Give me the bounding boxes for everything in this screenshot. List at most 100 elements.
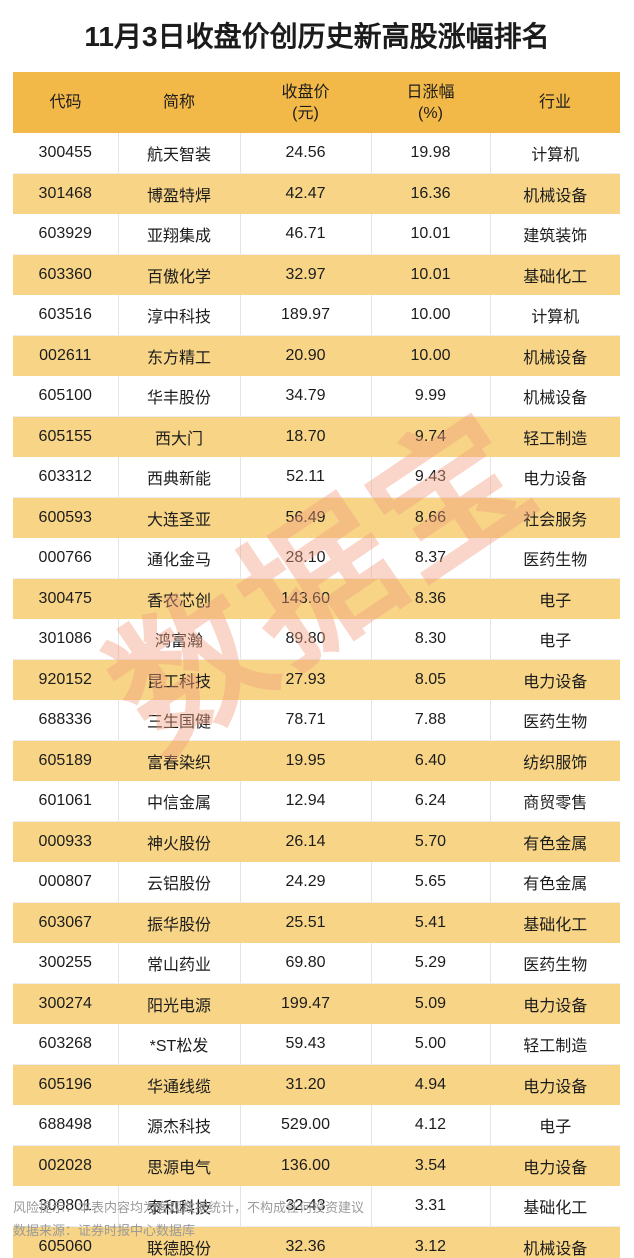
- table-row: 002028 思源电气 136.00 3.54 电力设备: [13, 1145, 620, 1186]
- cell-price: 136.00: [240, 1145, 372, 1186]
- cell-price: 59.43: [240, 1024, 372, 1065]
- cell-change: 16.36: [371, 173, 491, 214]
- cell-industry: 医药生物: [490, 538, 620, 579]
- cell-price: 199.47: [240, 983, 372, 1024]
- cell-change: 9.99: [371, 376, 491, 417]
- table-row: 301468 博盈特焊 42.47 16.36 机械设备: [13, 173, 620, 214]
- cell-change: 3.12: [371, 1226, 491, 1258]
- cell-code: 920152: [13, 659, 119, 700]
- cell-industry: 医药生物: [490, 943, 620, 984]
- cell-price: 52.11: [240, 457, 372, 498]
- table-row: 603929 亚翔集成 46.71 10.01 建筑装饰: [13, 214, 620, 255]
- cell-change: 6.24: [371, 781, 491, 822]
- cell-code: 301086: [13, 619, 119, 660]
- cell-industry: 社会服务: [490, 497, 620, 538]
- cell-industry: 机械设备: [490, 1226, 620, 1258]
- cell-name: 鸿富瀚: [118, 619, 241, 660]
- cell-industry: 机械设备: [490, 335, 620, 376]
- cell-price: 32.97: [240, 254, 372, 295]
- cell-name: 西典新能: [118, 457, 241, 498]
- cell-price: 26.14: [240, 821, 372, 862]
- cell-price: 31.20: [240, 1064, 372, 1105]
- cell-name: 源杰科技: [118, 1105, 241, 1146]
- table-row: 000807 云铝股份 24.29 5.65 有色金属: [13, 862, 620, 903]
- cell-industry: 电子: [490, 619, 620, 660]
- cell-code: 002028: [13, 1145, 119, 1186]
- cell-price: 32.36: [240, 1226, 372, 1258]
- cell-code: 603312: [13, 457, 119, 498]
- cell-industry: 医药生物: [490, 700, 620, 741]
- cell-industry: 商贸零售: [490, 781, 620, 822]
- table-row: 603067 振华股份 25.51 5.41 基础化工: [13, 902, 620, 943]
- cell-price: 18.70: [240, 416, 372, 457]
- cell-industry: 电力设备: [490, 457, 620, 498]
- cell-price: 46.71: [240, 214, 372, 255]
- footer-data-source: 数据来源：证券时报中心数据库: [13, 1223, 196, 1238]
- cell-name: 大连圣亚: [118, 497, 241, 538]
- table-row: 605189 富春染织 19.95 6.40 纺织服饰: [13, 740, 620, 781]
- cell-name: 泰和科技: [118, 1186, 241, 1227]
- table-row: 603268 *ST松发 59.43 5.00 轻工制造: [13, 1024, 620, 1065]
- table-header-row: 代码 简称 收盘价 (元) 日涨幅 (%) 行业: [13, 72, 620, 133]
- cell-industry: 电力设备: [490, 1145, 620, 1186]
- cell-price: 89.80: [240, 619, 372, 660]
- table-row: 688336 三生国健 78.71 7.88 医药生物: [13, 700, 620, 741]
- footer: 风险提示：本表内容均为客观数据统计，不构成任何投资建议 数据来源：证券时报中心数…: [13, 1196, 623, 1242]
- cell-code: 605196: [13, 1064, 119, 1105]
- cell-price: 78.71: [240, 700, 372, 741]
- cell-change: 5.00: [371, 1024, 491, 1065]
- cell-change: 4.94: [371, 1064, 491, 1105]
- column-header-change-label: 日涨幅: [406, 83, 455, 101]
- cell-code: 605060: [13, 1226, 119, 1258]
- table-row: 000766 通化金马 28.10 8.37 医药生物: [13, 538, 620, 579]
- cell-price: 56.49: [240, 497, 372, 538]
- table-row: 605100 华丰股份 34.79 9.99 机械设备: [13, 376, 620, 417]
- cell-name: 云铝股份: [118, 862, 241, 903]
- cell-code: 000807: [13, 862, 119, 903]
- cell-code: 603067: [13, 902, 119, 943]
- cell-name: 西大门: [118, 416, 241, 457]
- cell-change: 19.98: [371, 133, 491, 174]
- column-header-name: 简称: [118, 72, 240, 133]
- cell-industry: 电力设备: [490, 983, 620, 1024]
- table-row: 920152 昆工科技 27.93 8.05 电力设备: [13, 659, 620, 700]
- cell-industry: 机械设备: [490, 376, 620, 417]
- cell-change: 10.00: [371, 335, 491, 376]
- cell-price: 189.97: [240, 295, 372, 336]
- cell-code: 603516: [13, 295, 119, 336]
- cell-price: 34.79: [240, 376, 372, 417]
- cell-name: 三生国健: [118, 700, 241, 741]
- cell-name: 香农芯创: [118, 578, 241, 619]
- cell-price: 28.10: [240, 538, 372, 579]
- cell-name: 富春染织: [118, 740, 241, 781]
- cell-change: 5.29: [371, 943, 491, 984]
- cell-change: 8.30: [371, 619, 491, 660]
- cell-name: 联德股份: [118, 1226, 241, 1258]
- column-header-industry: 行业: [490, 72, 620, 133]
- cell-change: 3.31: [371, 1186, 491, 1227]
- cell-industry: 有色金属: [490, 821, 620, 862]
- table-row: 300255 常山药业 69.80 5.29 医药生物: [13, 943, 620, 984]
- cell-code: 300255: [13, 943, 119, 984]
- cell-industry: 基础化工: [490, 902, 620, 943]
- cell-price: 529.00: [240, 1105, 372, 1146]
- cell-change: 7.88: [371, 700, 491, 741]
- cell-code: 603929: [13, 214, 119, 255]
- table-body: 300455 航天智装 24.56 19.98 计算机 301468 博盈特焊 42.47 16…: [13, 133, 620, 1258]
- cell-change: 10.01: [371, 214, 491, 255]
- cell-name: 博盈特焊: [118, 173, 241, 214]
- cell-change: 4.12: [371, 1105, 491, 1146]
- cell-change: 8.66: [371, 497, 491, 538]
- page-title: 11月3日收盘价创历史新高股涨幅排名: [84, 21, 550, 52]
- cell-code: 601061: [13, 781, 119, 822]
- cell-name: 通化金马: [118, 538, 241, 579]
- cell-name: 百傲化学: [118, 254, 241, 295]
- cell-industry: 计算机: [490, 133, 620, 174]
- table-row: 605155 西大门 18.70 9.74 轻工制造: [13, 416, 620, 457]
- cell-code: 300801: [13, 1186, 119, 1227]
- cell-code: 300455: [13, 133, 119, 174]
- cell-name: 淳中科技: [118, 295, 241, 336]
- cell-price: 19.95: [240, 740, 372, 781]
- cell-code: 603360: [13, 254, 119, 295]
